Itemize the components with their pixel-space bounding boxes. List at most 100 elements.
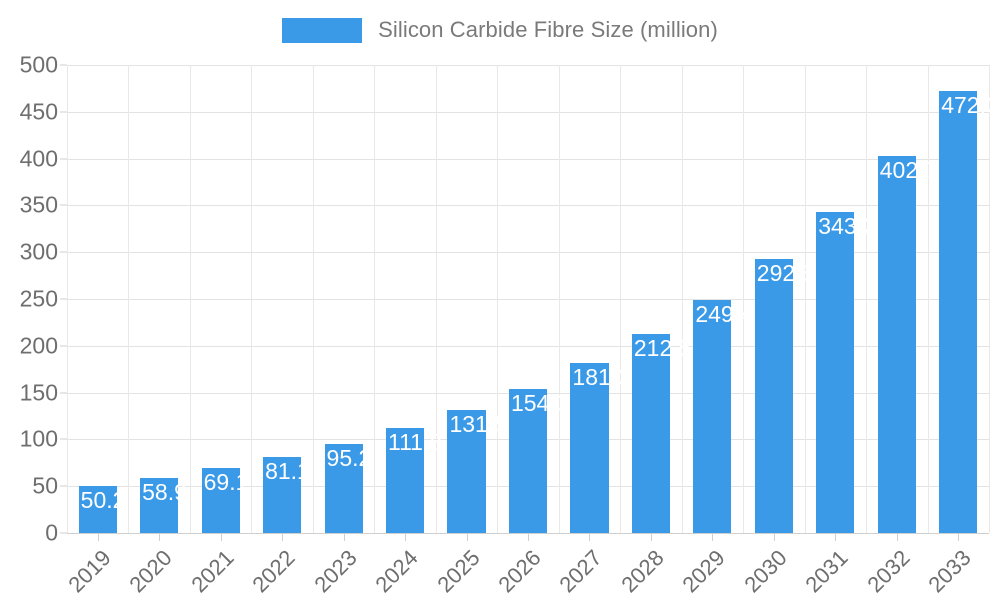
x-axis-tick-label: 2026 — [493, 545, 546, 598]
bar-slot: 249.4 — [693, 65, 753, 533]
bar-value-label: 50.2 — [80, 487, 126, 514]
y-axis-tick-label: 250 — [19, 285, 58, 312]
bar-value-label: 111.8 — [388, 429, 443, 456]
bar[interactable] — [693, 299, 732, 533]
bar-value-label: 95.2 — [326, 444, 372, 471]
y-axis-tick-mark — [60, 532, 67, 534]
bar-slot: 292.5 — [754, 65, 814, 533]
x-axis-tick-label: 2021 — [186, 545, 239, 598]
y-axis-tick-mark — [60, 298, 67, 300]
y-axis-tick-mark — [60, 158, 67, 160]
x-axis-tick-label: 2032 — [862, 545, 915, 598]
bar[interactable] — [508, 388, 548, 533]
bar-value-label: 472.0 — [941, 92, 999, 119]
bar-series: 50.2 58.9 69.1 81.1 95.2 111.8 131.5 154.3 181.3… — [67, 65, 999, 533]
grid-line-y — [67, 65, 989, 66]
bar[interactable] — [140, 477, 179, 533]
x-axis-tick-mark — [405, 533, 406, 541]
chart-legend: Silicon Carbide Fibre Size (million) — [0, 8, 1000, 52]
y-axis-tick-label: 300 — [19, 238, 58, 265]
grid-line-x — [682, 65, 683, 533]
bar[interactable] — [78, 486, 117, 533]
bar[interactable] — [201, 468, 240, 533]
y-axis-tick-label: 450 — [19, 98, 58, 125]
bar[interactable] — [754, 259, 793, 533]
x-axis-tick-label: 2019 — [63, 545, 116, 598]
legend-item-silicon-carbide-fibre-size[interactable]: Silicon Carbide Fibre Size (million) — [282, 17, 718, 43]
grid-line-x — [743, 65, 744, 533]
grid-line-x — [128, 65, 129, 533]
bar-slot: 111.8 — [386, 65, 442, 533]
y-axis-tick-mark — [60, 251, 67, 253]
bar-slot: 154.3 — [508, 65, 569, 533]
bar-value-label: 154.3 — [510, 389, 569, 416]
x-axis-tick-mark — [774, 533, 775, 541]
bar-slot: 181.3 — [570, 65, 630, 533]
bar[interactable] — [447, 409, 486, 533]
grid-line-x — [436, 65, 437, 533]
bar-value-label: 69.1 — [203, 469, 249, 496]
y-axis-tick-label: 100 — [19, 425, 58, 452]
x-axis-tick-mark — [344, 533, 345, 541]
bar[interactable] — [877, 156, 916, 533]
grid-line-x — [67, 65, 68, 533]
bar-slot: 402.7 — [877, 65, 937, 533]
x-axis: 2019 2020 2021 2022 2023 2024 2025 2026 2027 2028… — [63, 533, 989, 600]
x-axis-tick-label: 2020 — [124, 545, 177, 598]
x-axis-tick-mark — [712, 533, 713, 541]
grid-line-x — [190, 65, 191, 533]
grid-line-y — [67, 345, 989, 347]
bar-value-label: 343.2 — [818, 212, 876, 239]
grid-line-y — [67, 205, 989, 207]
x-axis-tick-mark — [282, 533, 283, 541]
grid-line-x — [620, 65, 621, 533]
bar[interactable] — [570, 363, 609, 533]
y-axis-tick-label: 0 — [45, 519, 58, 546]
bar-slot: 50.2 — [78, 65, 125, 533]
bar[interactable] — [939, 91, 978, 533]
x-axis-tick-mark — [897, 533, 898, 541]
grid-line-y — [67, 158, 989, 160]
plot-area: 50.2 58.9 69.1 81.1 95.2 111.8 131.5 154.3 181.3… — [67, 65, 999, 534]
grid-line-x — [805, 65, 806, 533]
bar-value-label: 212.5 — [633, 335, 692, 362]
grid-line-x — [374, 65, 375, 533]
bar-slot: 95.2 — [324, 65, 371, 533]
bar[interactable] — [386, 428, 425, 533]
y-axis-tick-label: 400 — [19, 145, 58, 172]
bar[interactable] — [324, 443, 363, 533]
y-axis-tick-mark — [60, 345, 67, 347]
x-axis-tick-label: 2024 — [370, 545, 423, 598]
bar-slot: 58.9 — [140, 65, 187, 533]
x-axis-tick-mark — [835, 533, 836, 541]
y-axis-tick-mark — [60, 485, 67, 487]
bar-slot: 81.1 — [263, 65, 310, 533]
legend-label: Silicon Carbide Fibre Size (million) — [378, 17, 718, 42]
bar-value-label: 81.1 — [265, 458, 310, 485]
x-axis-tick-mark — [467, 533, 468, 541]
bar-slot: 472.0 — [939, 65, 999, 533]
legend-color-swatch — [282, 17, 363, 43]
bar-slot: 131.5 — [447, 65, 507, 533]
bar-slot: 212.5 — [631, 65, 691, 533]
x-axis-tick-label: 2028 — [616, 545, 669, 598]
x-axis-tick-label: 2022 — [247, 545, 300, 598]
bar[interactable] — [816, 211, 855, 533]
x-axis-tick-label: 2023 — [308, 545, 362, 598]
x-axis-tick-mark — [651, 533, 652, 541]
bar[interactable] — [631, 334, 670, 533]
y-axis-tick-label: 150 — [19, 379, 58, 406]
y-axis-tick-label: 50 — [32, 472, 58, 499]
y-axis-tick-label: 350 — [19, 191, 58, 218]
grid-line-x — [989, 65, 990, 533]
y-axis: 0 50 100 150 200 250 300 350 400 450 500 — [0, 52, 67, 546]
grid-line-y — [67, 299, 989, 300]
bar[interactable] — [263, 457, 302, 533]
x-axis-tick-label: 2031 — [800, 545, 854, 598]
x-axis-tick-mark — [528, 533, 529, 541]
grid-line-y — [67, 111, 989, 113]
x-axis-tick-label: 2027 — [554, 545, 608, 598]
x-axis-tick-mark — [98, 533, 99, 541]
grid-line-x — [928, 65, 929, 533]
